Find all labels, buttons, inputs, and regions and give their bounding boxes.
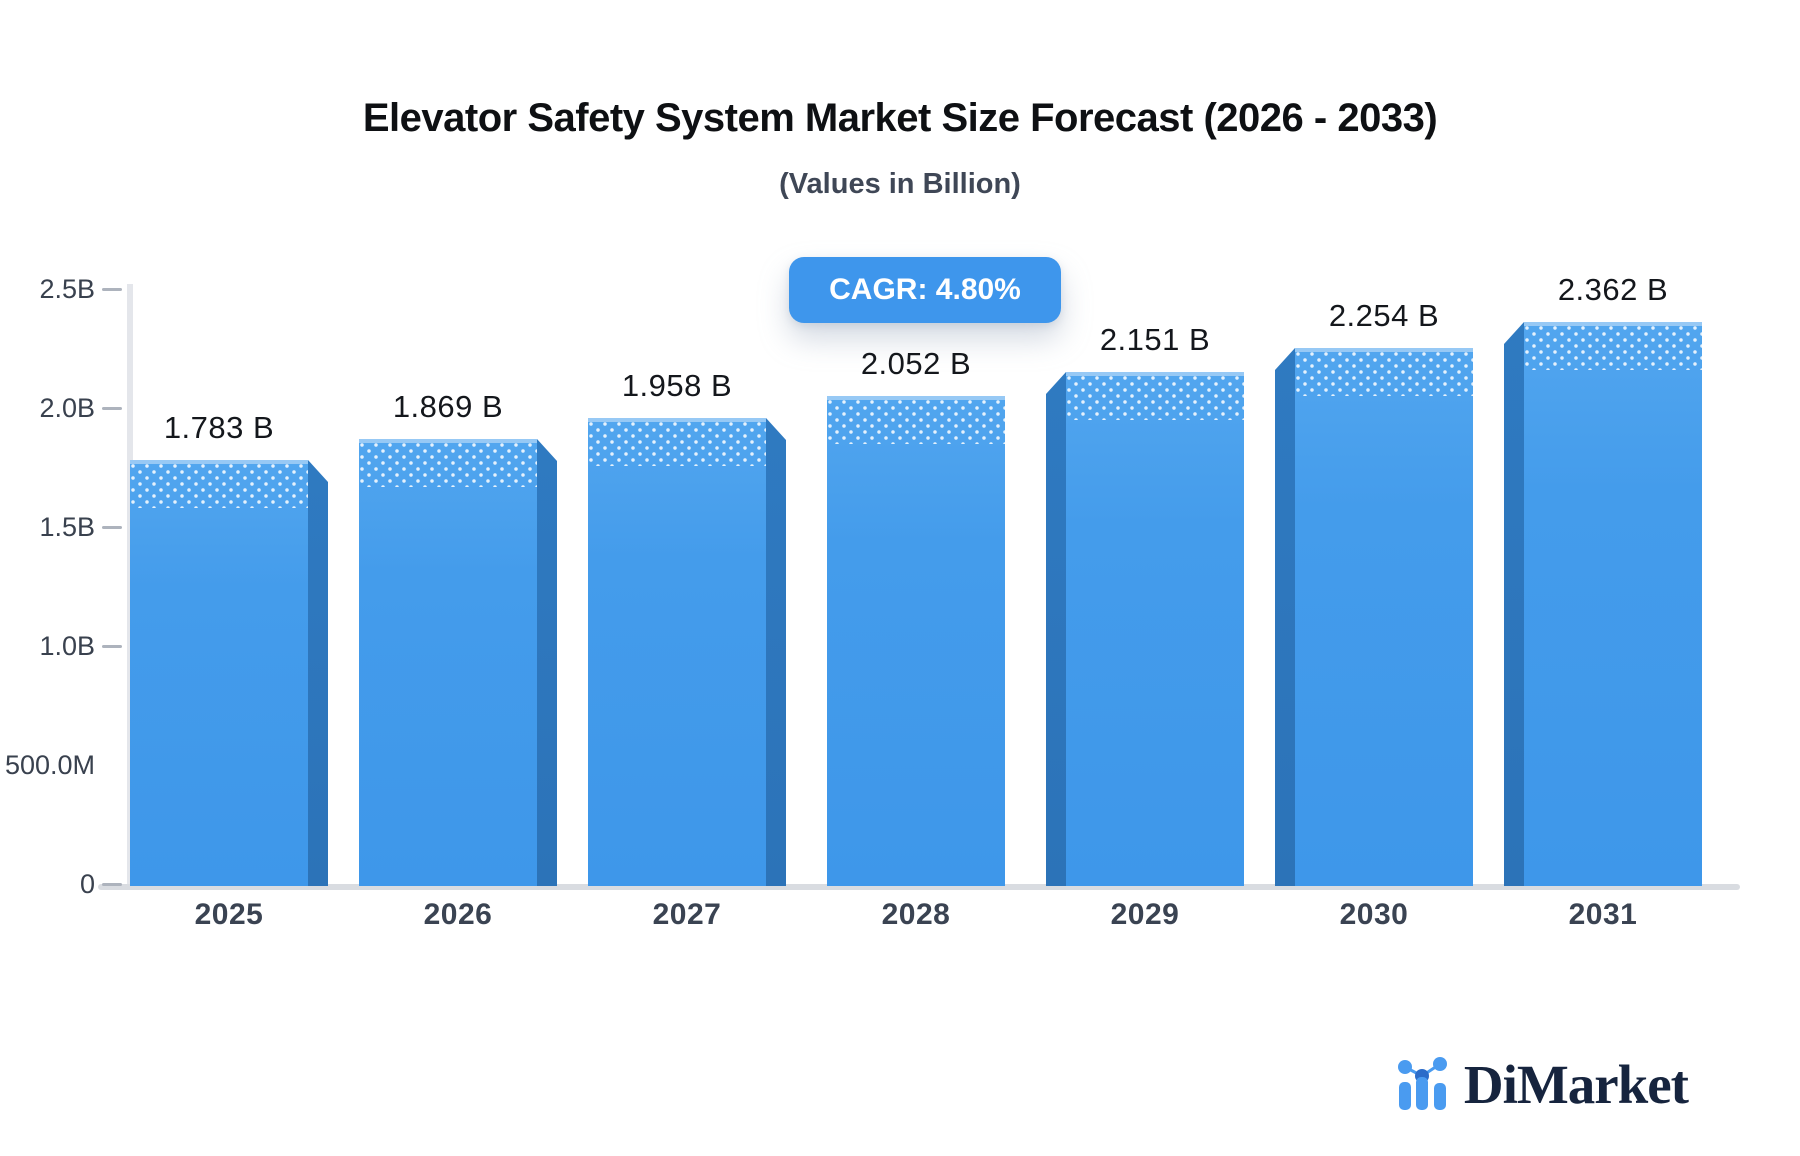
bar-face [1524,322,1702,886]
bar-top-edge [827,396,1005,400]
bar-side-face [766,418,786,886]
bar-top-edge [359,439,537,443]
bar-top-edge [1066,372,1244,376]
x-label-2030: 2030 [1339,898,1409,931]
bar-2031[interactable] [1504,322,1702,886]
y-tick-dash-2.5B [102,288,122,291]
bar-face [588,418,766,886]
bar-2030[interactable] [1275,348,1473,886]
chart-subtitle: (Values in Billion) [779,168,1021,200]
bar-face [1295,348,1473,886]
y-tick-label-2.0B: 2.0B [39,393,95,423]
bar-top-edge [1295,348,1473,352]
value-label-2028: 2.052 B [860,346,972,381]
bar-2029[interactable] [1046,372,1244,886]
bar-dot-texture [1524,326,1702,370]
value-label-2030: 2.254 B [1328,298,1440,333]
bar-2025[interactable] [130,460,328,886]
brand-logo: DiMarket [1396,1050,1689,1115]
cagr-badge: CAGR: 4.80% [789,257,1061,323]
x-label-2029: 2029 [1110,898,1180,931]
bar-top-edge [130,460,308,464]
y-tick-label-1.0B: 1.0B [39,631,95,661]
value-label-2026: 1.869 B [392,389,504,424]
bar-side-face [1275,348,1295,886]
mini-bar-chart-icon [1396,1050,1454,1112]
bar-dot-texture [1295,352,1473,396]
bar-side-face [1504,322,1524,886]
bar-dot-texture [1066,376,1244,420]
bar-dot-texture [359,443,537,487]
bar-2026[interactable] [359,439,557,886]
y-tick-dash-0 [102,883,122,886]
x-label-2031: 2031 [1568,898,1638,931]
x-axis-baseline [98,884,1740,890]
brand-logo-text: DiMarket [1463,1054,1689,1115]
bar-face [130,460,308,886]
x-label-2027: 2027 [652,898,722,931]
y-tick-label-2.5B: 2.5B [39,274,95,304]
cagr-badge-label: CAGR: 4.80% [829,273,1021,306]
bar-side-face [308,460,328,886]
bar-face [1066,372,1244,886]
bar-2028[interactable] [827,396,1005,886]
bar-top-edge [588,418,766,422]
bar-dot-texture [130,464,308,508]
y-tick-dash-2.0B [102,407,122,410]
bar-face [359,439,537,886]
y-tick-dash-1.0B [102,645,122,648]
x-label-2025: 2025 [194,898,264,931]
x-label-2028: 2028 [881,898,951,931]
bar-2027[interactable] [588,418,786,886]
bar-side-face [1046,372,1066,886]
bar-top-edge [1524,322,1702,326]
y-tick-label-500.0M: 500.0M [4,750,95,780]
x-label-2026: 2026 [423,898,493,931]
chart-title: Elevator Safety System Market Size Forec… [362,96,1438,140]
y-tick-label-1.5B: 1.5B [39,512,95,542]
value-label-2025: 1.783 B [163,410,275,445]
y-tick-dash-1.5B [102,526,122,529]
value-label-2031: 2.362 B [1557,272,1669,307]
bar-dot-texture [588,422,766,466]
value-label-2027: 1.958 B [621,368,733,403]
bar-dot-texture [827,400,1005,444]
bar-side-face [537,439,557,886]
y-tick-label-0: 0 [79,869,95,899]
bar-face [827,396,1005,886]
value-label-2029: 2.151 B [1099,322,1211,357]
